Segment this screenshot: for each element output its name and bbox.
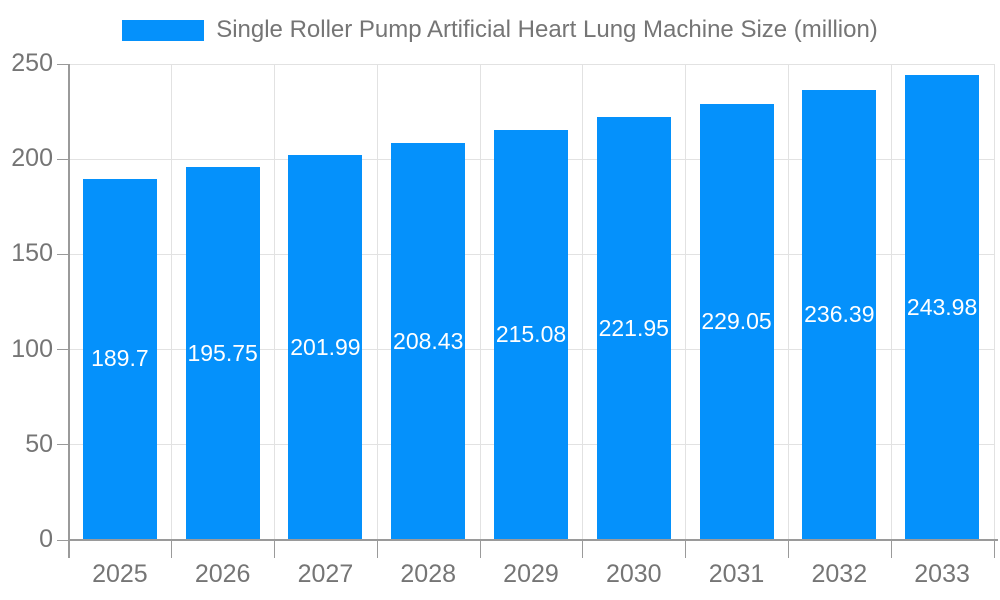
legend-swatch-icon <box>122 19 205 41</box>
gridline-x-boundary <box>890 64 892 540</box>
legend-label: Single Roller Pump Artificial Heart Lung… <box>216 16 878 43</box>
gridline-x-boundary <box>274 64 276 540</box>
x-tick-label-2032[interactable]: 2032 <box>811 560 868 588</box>
bar-2031[interactable] <box>699 103 774 540</box>
y-tick-250 <box>56 63 69 65</box>
x-axis-line <box>68 539 998 541</box>
chart-legend[interactable]: Single Roller Pump Artificial Heart Lung… <box>0 13 1000 47</box>
x-tick-label-2028[interactable]: 2028 <box>400 560 457 588</box>
x-tick-boundary <box>993 541 995 558</box>
gridline-x-boundary <box>479 64 481 540</box>
bar-2027[interactable] <box>288 155 363 540</box>
gridline-x-boundary <box>376 64 378 540</box>
y-tick-150 <box>56 253 69 255</box>
gridline-x-boundary <box>685 64 687 540</box>
y-axis-line <box>67 64 70 558</box>
x-tick-boundary <box>685 541 687 558</box>
y-tick-label-0: 0 <box>39 525 53 553</box>
bar-2029[interactable] <box>494 130 568 540</box>
bar-2030[interactable] <box>596 117 671 540</box>
x-tick-label-2027[interactable]: 2027 <box>297 560 354 588</box>
x-tick-boundary <box>479 541 481 558</box>
gridline-x-boundary <box>582 64 584 540</box>
x-tick-boundary <box>376 541 378 558</box>
x-tick-label-2029[interactable]: 2029 <box>503 560 559 588</box>
x-tick-boundary <box>274 541 276 558</box>
x-tick-label-2033[interactable]: 2033 <box>914 560 970 588</box>
gridline-y-250 <box>68 63 994 65</box>
x-tick-label-2030[interactable]: 2030 <box>605 560 662 588</box>
bar-2025[interactable] <box>82 178 157 540</box>
y-tick-label-250: 250 <box>11 49 53 77</box>
bar-2033[interactable] <box>905 75 980 540</box>
bar-2026[interactable] <box>185 167 260 540</box>
x-tick-boundary <box>890 541 892 558</box>
x-tick-label-2026[interactable]: 2026 <box>194 560 251 588</box>
y-tick-label-100: 100 <box>11 334 53 363</box>
y-tick-label-150: 150 <box>11 239 53 268</box>
bar-2032[interactable] <box>802 89 877 540</box>
x-tick-label-2031[interactable]: 2031 <box>708 560 765 588</box>
y-tick-label-200: 200 <box>11 144 53 173</box>
gridline-x-boundary <box>171 64 173 540</box>
y-tick-0 <box>56 539 69 541</box>
y-tick-label-50: 50 <box>25 429 53 458</box>
x-tick-label-2025[interactable]: 2025 <box>92 560 148 588</box>
x-tick-boundary <box>787 541 789 558</box>
y-tick-200 <box>56 158 69 160</box>
gridline-x-boundary <box>993 64 995 540</box>
x-tick-boundary <box>171 541 173 558</box>
y-tick-100 <box>56 349 69 351</box>
x-tick-boundary <box>582 541 584 558</box>
bar-2028[interactable] <box>391 143 466 540</box>
gridline-x-boundary <box>787 64 789 540</box>
y-tick-50 <box>56 444 69 446</box>
